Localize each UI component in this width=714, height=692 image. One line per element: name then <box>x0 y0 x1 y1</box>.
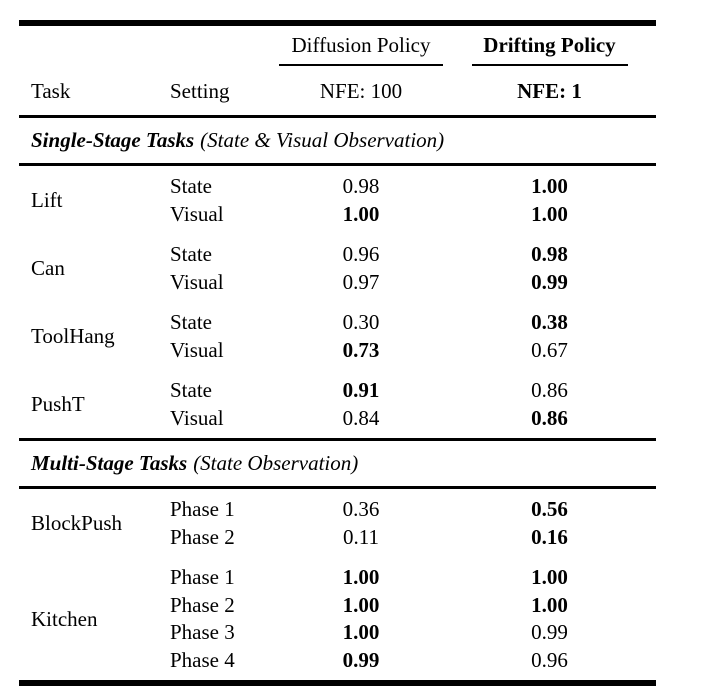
setting-cell: Phase 3 <box>170 620 235 644</box>
drifting-value-cell: 0.38 <box>531 310 568 334</box>
setting-cell: Visual <box>170 201 224 226</box>
task-group-lift: Lift State 0.98 1.00 Visual 1.00 1.00 <box>19 166 656 234</box>
drifting-policy-header: Drifting Policy <box>483 32 616 57</box>
setting-cell: Phase 1 <box>170 565 235 589</box>
nfe-1-header: NFE: 1 <box>517 78 582 103</box>
table-top-rule <box>19 20 656 26</box>
setting-cell: Visual <box>170 269 224 294</box>
setting-cell: Phase 2 <box>170 524 235 549</box>
drifting-value-cell: 0.96 <box>531 647 568 672</box>
setting-cell: State <box>170 310 212 334</box>
drifting-value-cell: 1.00 <box>531 174 568 198</box>
drifting-value-cell: 1.00 <box>531 565 568 589</box>
column-header-row: Task Setting NFE: 100 NFE: 1 <box>19 67 656 115</box>
task-label-lift: Lift <box>31 188 63 212</box>
task-label-can: Can <box>31 256 65 280</box>
cmidrule-row <box>19 64 656 67</box>
column-group-header-row: Diffusion Policy Drifting Policy <box>19 26 656 64</box>
section-subtitle: (State & Visual Observation) <box>200 128 445 152</box>
nfe-100-header: NFE: 100 <box>319 78 403 103</box>
section-single-stage-rule <box>19 163 656 166</box>
task-group-pusht: PushT State 0.91 0.86 Visual 0.84 0.86 <box>19 370 656 438</box>
diffusion-value-cell: 1.00 <box>342 620 380 644</box>
drifting-value-cell: 0.67 <box>531 337 568 362</box>
drifting-value-cell: 0.86 <box>531 378 568 402</box>
drifting-value-cell: 1.00 <box>531 592 568 617</box>
section-header-multi-stage: Multi-Stage Tasks (State Observation) <box>19 441 656 486</box>
setting-cell: State <box>170 242 212 266</box>
setting-column-header: Setting <box>170 78 230 103</box>
diffusion-value-cell: 0.91 <box>342 378 380 402</box>
task-label-blockpush: BlockPush <box>31 511 123 535</box>
diffusion-value-cell: 1.00 <box>342 201 380 226</box>
task-column-header: Task <box>31 78 71 103</box>
setting-cell: State <box>170 174 212 198</box>
diffusion-policy-header: Diffusion Policy <box>291 32 431 57</box>
task-group-kitchen: Kitchen Phase 1 1.00 1.00 Phase 2 1.00 1… <box>19 557 656 680</box>
drifting-value-cell: 0.99 <box>531 269 568 294</box>
drifting-value-cell: 1.00 <box>531 201 568 226</box>
section-subtitle: (State Observation) <box>193 451 359 475</box>
section-header-single-stage: Single-Stage Tasks (State & Visual Obser… <box>19 118 656 163</box>
task-group-toolhang: ToolHang State 0.30 0.38 Visual 0.73 0.6… <box>19 302 656 370</box>
header-bottom-rule <box>19 115 656 118</box>
diffusion-value-cell: 0.36 <box>342 497 380 521</box>
diffusion-value-cell: 0.84 <box>342 405 380 430</box>
diffusion-value-cell: 0.99 <box>342 647 380 672</box>
section-title: Single-Stage Tasks <box>31 128 195 152</box>
drifting-value-cell: 0.16 <box>531 524 568 549</box>
table-bottom-rule <box>19 680 656 686</box>
section-multi-stage-rule <box>19 486 656 489</box>
task-group-blockpush: BlockPush Phase 1 0.36 0.56 Phase 2 0.11… <box>19 489 656 557</box>
setting-cell: Phase 1 <box>170 497 235 521</box>
diffusion-value-cell: 0.98 <box>342 174 380 198</box>
diffusion-value-cell: 0.73 <box>342 337 380 362</box>
drifting-value-cell: 0.98 <box>531 242 568 266</box>
section-multi-stage-top-rule <box>19 438 656 441</box>
results-table: Diffusion Policy Drifting Policy Task Se… <box>19 20 656 686</box>
cmidrule-diffusion <box>279 64 443 66</box>
task-label-pusht: PushT <box>31 392 85 416</box>
setting-cell: Visual <box>170 337 224 362</box>
setting-cell: State <box>170 378 212 402</box>
setting-cell: Phase 4 <box>170 647 235 672</box>
diffusion-value-cell: 0.96 <box>342 242 380 266</box>
diffusion-value-cell: 0.97 <box>342 269 380 294</box>
task-group-can: Can State 0.96 0.98 Visual 0.97 0.99 <box>19 234 656 302</box>
diffusion-value-cell: 1.00 <box>342 565 380 589</box>
drifting-value-cell: 0.86 <box>531 405 568 430</box>
drifting-value-cell: 0.56 <box>531 497 568 521</box>
drifting-value-cell: 0.99 <box>531 620 568 644</box>
diffusion-value-cell: 0.30 <box>342 310 380 334</box>
setting-cell: Phase 2 <box>170 592 235 617</box>
task-label-toolhang: ToolHang <box>31 324 115 348</box>
section-title: Multi-Stage Tasks <box>31 451 188 475</box>
task-label-kitchen: Kitchen <box>31 606 98 631</box>
setting-cell: Visual <box>170 405 224 430</box>
diffusion-value-cell: 1.00 <box>342 592 380 617</box>
cmidrule-drifting <box>471 64 628 66</box>
diffusion-value-cell: 0.11 <box>343 524 379 549</box>
